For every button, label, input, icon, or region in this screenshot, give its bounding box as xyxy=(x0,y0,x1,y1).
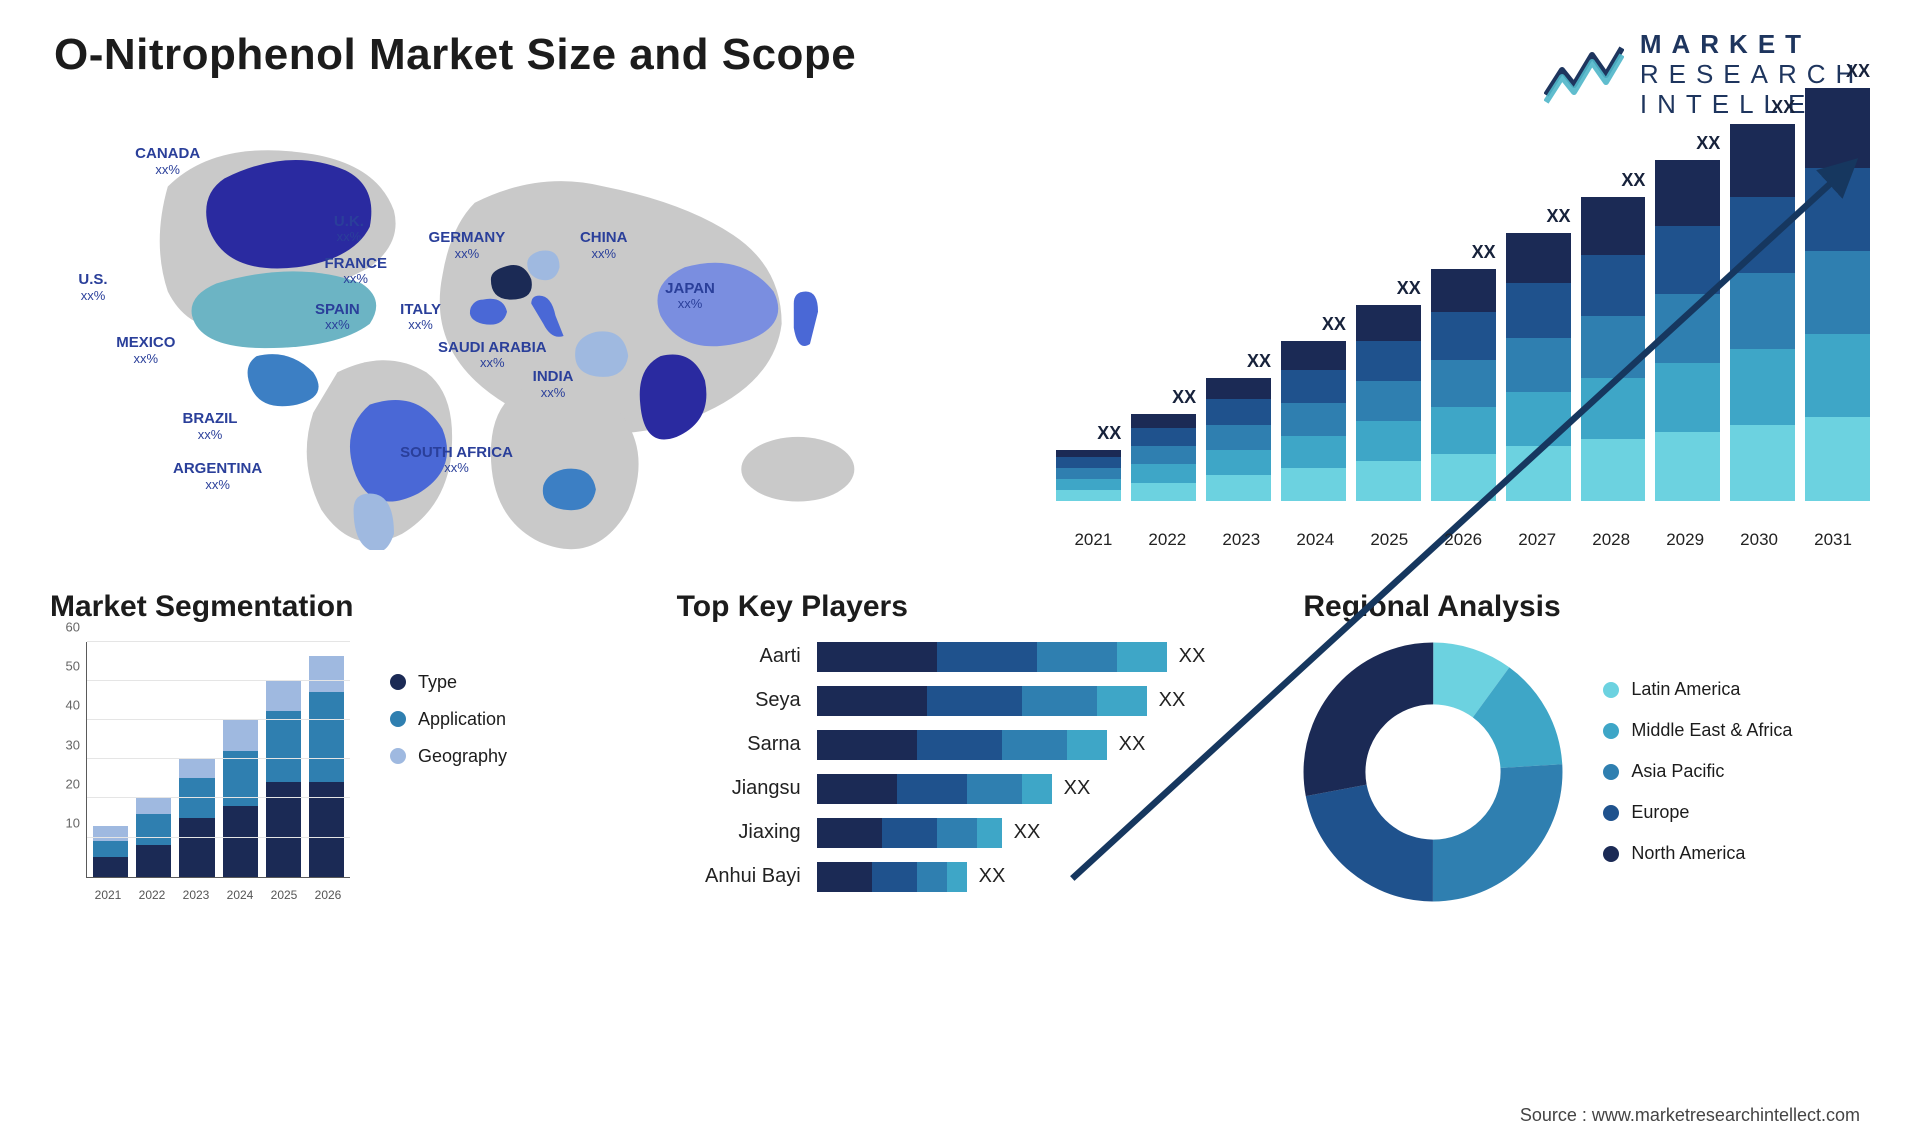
growth-x-label: 2029 xyxy=(1648,530,1722,550)
legend-item: Geography xyxy=(390,746,507,767)
growth-x-label: 2024 xyxy=(1278,530,1352,550)
world-map: CANADAxx%U.S.xx%MEXICOxx%BRAZILxx%ARGENT… xyxy=(50,130,996,550)
key-player-name: Jiangsu xyxy=(677,777,817,800)
legend-label: Type xyxy=(418,672,457,693)
segmentation-legend: Type Application Geography xyxy=(390,672,507,767)
map-usa xyxy=(192,271,377,348)
legend-swatch xyxy=(390,674,406,690)
seg-x-label: 2023 xyxy=(174,888,218,902)
map-mexico xyxy=(248,354,319,406)
page-title: O-Nitrophenol Market Size and Scope xyxy=(54,30,856,80)
growth-x-label: 2023 xyxy=(1204,530,1278,550)
seg-bar xyxy=(93,826,128,877)
logo-icon xyxy=(1544,40,1624,110)
growth-x-label: 2025 xyxy=(1352,530,1426,550)
growth-x-label: 2030 xyxy=(1722,530,1796,550)
seg-y-label: 30 xyxy=(50,737,80,752)
map-spain xyxy=(470,298,507,324)
legend-swatch xyxy=(390,748,406,764)
growth-x-label: 2021 xyxy=(1056,530,1130,550)
key-player-name: Jiaxing xyxy=(677,821,817,844)
legend-label: Geography xyxy=(418,746,507,767)
seg-x-label: 2024 xyxy=(218,888,262,902)
seg-y-label: 20 xyxy=(50,777,80,792)
key-player-value: XX xyxy=(979,865,1006,888)
legend-label: Application xyxy=(418,709,506,730)
growth-chart: XXXXXXXXXXXXXXXXXXXXXX 20212022202320242… xyxy=(1056,130,1870,550)
seg-x-label: 2021 xyxy=(86,888,130,902)
growth-x-label: 2031 xyxy=(1796,530,1870,550)
seg-bar xyxy=(266,680,301,877)
legend-item: Application xyxy=(390,709,507,730)
growth-x-label: 2026 xyxy=(1426,530,1500,550)
segmentation-panel: Market Segmentation 102030405060 2021202… xyxy=(50,590,617,906)
key-player-name: Sarna xyxy=(677,733,817,756)
map-japan xyxy=(794,291,818,346)
growth-bar-label: XX xyxy=(1846,61,1870,82)
seg-bar xyxy=(179,759,214,877)
segmentation-title: Market Segmentation xyxy=(50,590,617,624)
key-player-bar xyxy=(817,818,1002,848)
seg-bar xyxy=(309,656,344,876)
growth-x-label: 2027 xyxy=(1500,530,1574,550)
map-india xyxy=(640,354,707,439)
growth-x-label: 2022 xyxy=(1130,530,1204,550)
seg-y-label: 50 xyxy=(50,659,80,674)
seg-y-label: 60 xyxy=(50,619,80,634)
seg-y-label: 40 xyxy=(50,698,80,713)
key-player-bar xyxy=(817,774,1052,804)
seg-x-label: 2026 xyxy=(306,888,350,902)
seg-x-label: 2022 xyxy=(130,888,174,902)
source-label: Source : www.marketresearchintellect.com xyxy=(1520,1105,1860,1126)
seg-y-label: 10 xyxy=(50,816,80,831)
key-player-name: Anhui Bayi xyxy=(677,865,817,888)
key-player-name: Seya xyxy=(677,689,817,712)
seg-x-label: 2025 xyxy=(262,888,306,902)
key-player-bar xyxy=(817,862,967,892)
key-player-name: Aarti xyxy=(677,645,817,668)
legend-item: Type xyxy=(390,672,507,693)
key-player-value: XX xyxy=(1014,821,1041,844)
segmentation-chart: 102030405060 202120222023202420252026 xyxy=(50,642,350,902)
legend-swatch xyxy=(390,711,406,727)
growth-x-label: 2028 xyxy=(1574,530,1648,550)
map-saudi xyxy=(575,331,628,377)
growth-bar-label: XX xyxy=(1771,97,1795,118)
